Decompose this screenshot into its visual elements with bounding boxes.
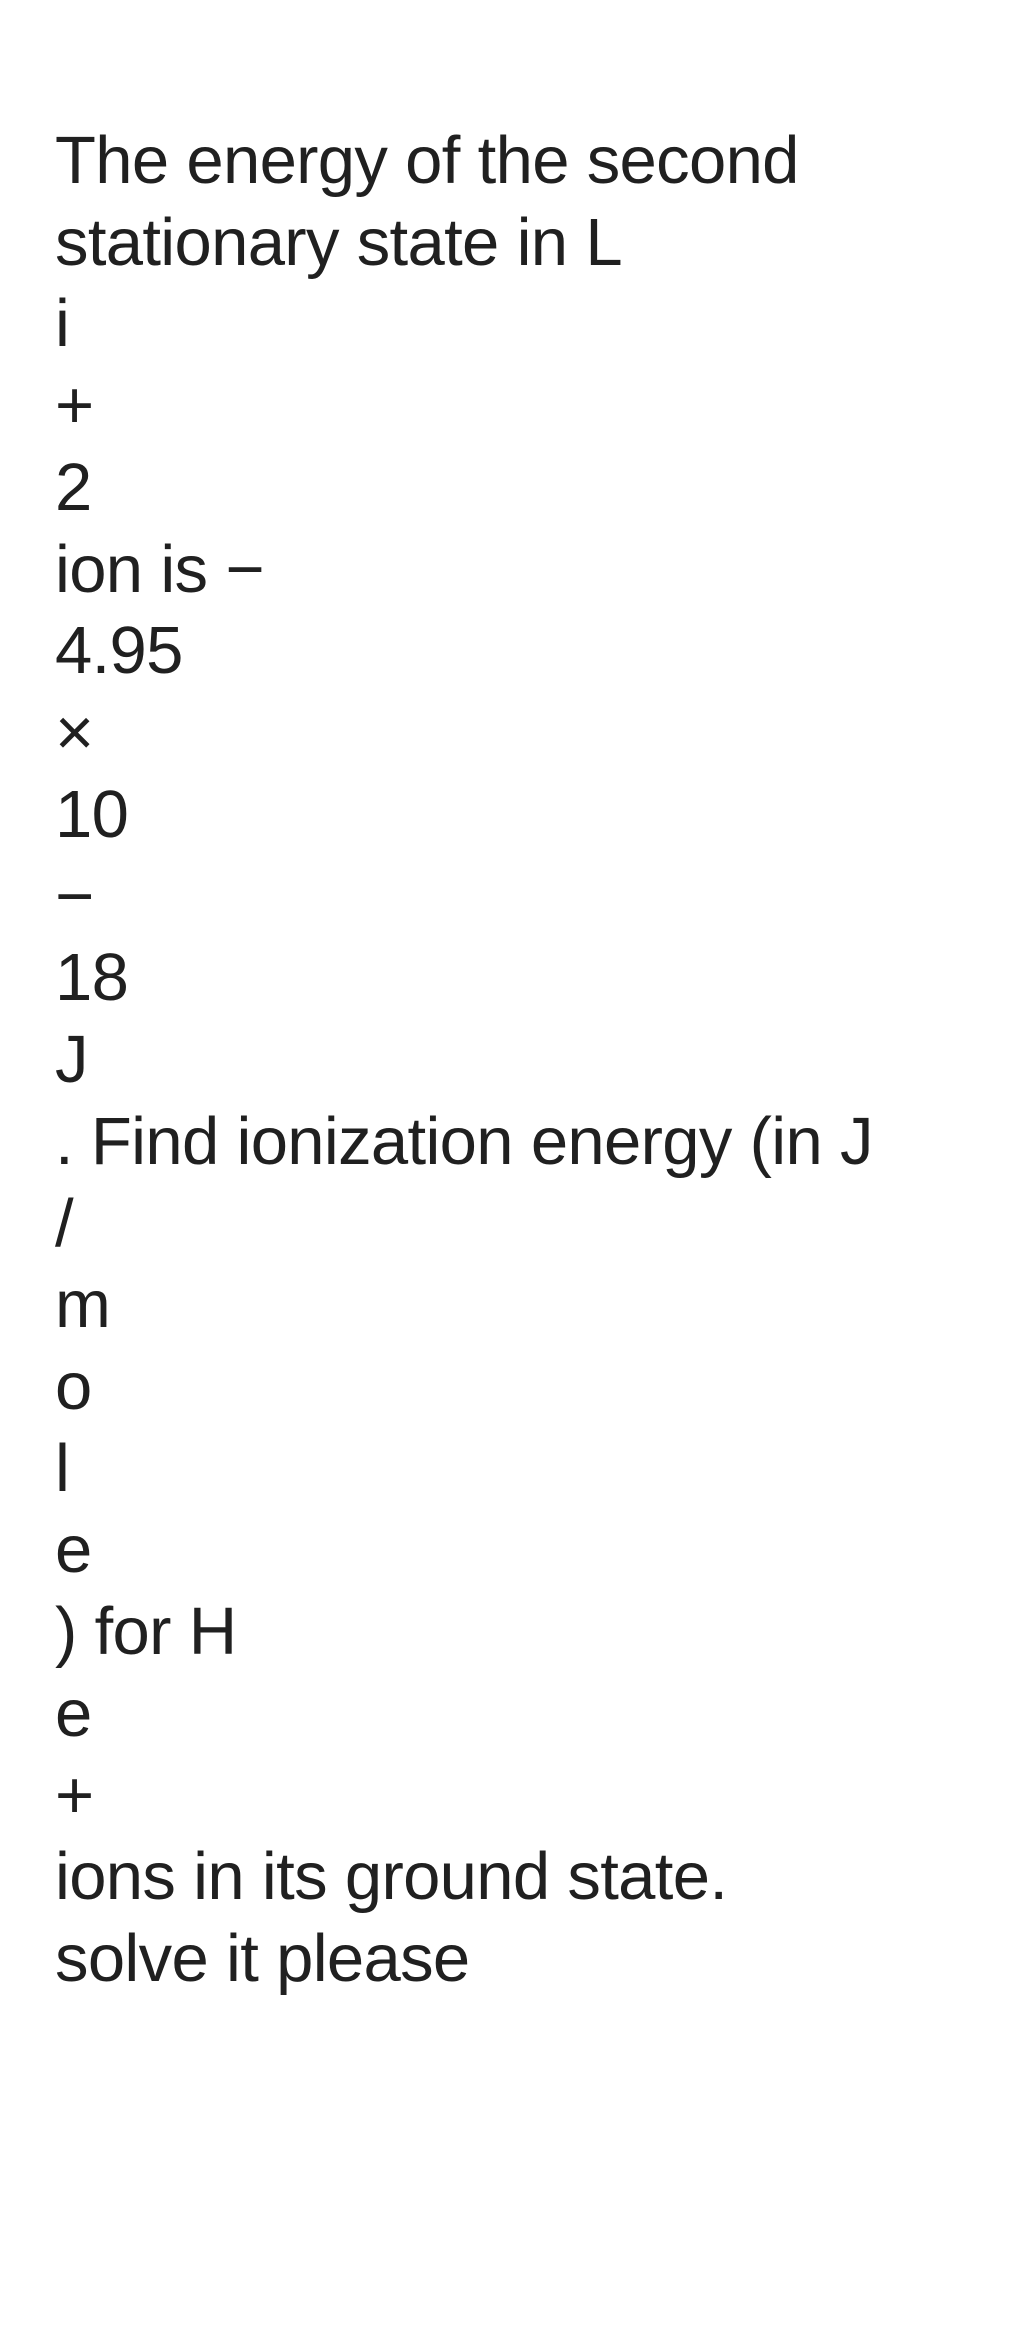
text-line: 10 [55,774,969,856]
question-text: The energy of the second stationary stat… [55,120,969,2000]
text-line: + [55,1755,969,1837]
text-line: e [55,1673,969,1755]
text-line: 2 [55,447,969,529]
text-line: m [55,1264,969,1346]
text-line: J [55,1019,969,1101]
text-line: . Find ionization energy (in J [55,1101,969,1183]
text-line: / [55,1183,969,1265]
text-line: 18 [55,937,969,1019]
text-line: The energy of the second stationary stat… [55,120,969,283]
text-line: ) for H [55,1591,969,1673]
text-line: 4.95 [55,610,969,692]
text-line: − [55,856,969,938]
text-line: × [55,692,969,774]
text-line: + [55,365,969,447]
text-line: o [55,1346,969,1428]
text-line: solve it please [55,1918,969,2000]
text-line: ions in its ground state. [55,1836,969,1918]
text-line: ion is − [55,529,969,611]
text-line: i [55,283,969,365]
text-line: e [55,1509,969,1591]
text-line: l [55,1428,969,1510]
